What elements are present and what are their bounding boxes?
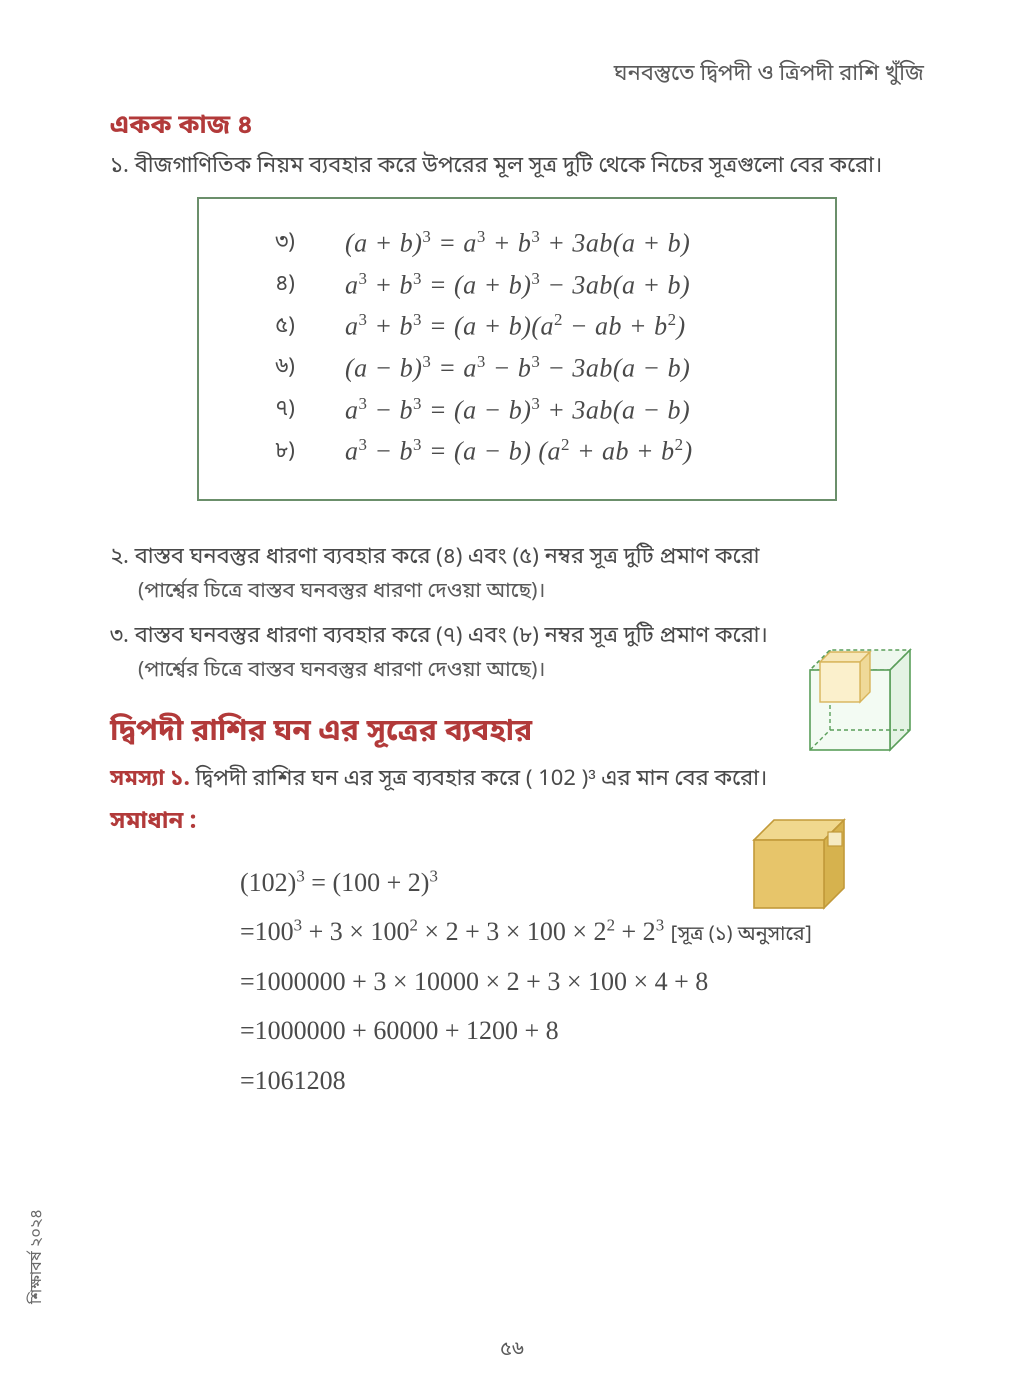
formula-label: ৫) [225, 312, 345, 341]
formula-expr: (a − b)3 = a3 − b3 − 3ab(a − b) [345, 352, 809, 384]
work-line-3: =1000000 + 3 × 10000 × 2 + 3 × 100 × 4 +… [240, 957, 924, 1006]
formula-label: ৩) [225, 228, 345, 257]
formula-label: ৭) [225, 395, 345, 424]
work-line-2a: =1003 + 3 × 1002 × 2 + 3 × 100 × 22 + 23 [240, 917, 671, 946]
formula-label: ৮) [225, 437, 345, 466]
problem-text: দ্বিপদী রাশির ঘন এর সূত্র ব্যবহার করে ( … [196, 765, 768, 794]
formula-row: ৭) a3 − b3 = (a − b)3 + 3ab(a − b) [225, 394, 809, 426]
formula-box: ৩) (a + b)3 = a3 + b3 + 3ab(a + b) ৪) a3… [197, 197, 837, 501]
page-number: ৫৬ [0, 1338, 1024, 1364]
formula-expr: a3 + b3 = (a + b)3 − 3ab(a + b) [345, 269, 809, 301]
formula-label: ৪) [225, 270, 345, 299]
work-line-5: =1061208 [240, 1056, 924, 1105]
formula-expr: a3 − b3 = (a − b) (a2 + ab + b2) [345, 435, 809, 467]
formula-row: ৮) a3 − b3 = (a − b) (a2 + ab + b2) [225, 435, 809, 467]
question-2: ২. বাস্তব ঘনবস্তুর ধারণা ব্যবহার করে (৪)… [110, 541, 924, 574]
formula-row: ৫) a3 + b3 = (a + b)(a2 − ab + b2) [225, 310, 809, 342]
cube-diagram-2 [744, 810, 864, 927]
intro-line: ১. বীজগাণিতিক নিয়ম ব্যবহার করে উপরের মূ… [110, 150, 924, 183]
work-line-4: =1000000 + 60000 + 1200 + 8 [240, 1006, 924, 1055]
formula-label: ৬) [225, 353, 345, 382]
running-title: ঘনবস্তুতে দ্বিপদী ও ত্রিপদী রাশি খুঁজি [110, 60, 924, 89]
spine-text: শিক্ষাবর্ষ ২০২৪ [26, 1209, 48, 1304]
problem-tag: সমস্যা ১. [110, 765, 190, 794]
work-line-2-note: [সূত্র (১) অনুসারে] [671, 923, 812, 949]
formula-expr: (a + b)3 = a3 + b3 + 3ab(a + b) [345, 227, 809, 259]
formula-row: ৬) (a − b)3 = a3 − b3 − 3ab(a − b) [225, 352, 809, 384]
formula-row: ৪) a3 + b3 = (a + b)3 − 3ab(a + b) [225, 269, 809, 301]
page: ঘনবস্তুতে দ্বিপদী ও ত্রিপদী রাশি খুঁজি এ… [0, 0, 1024, 1394]
formula-row: ৩) (a + b)3 = a3 + b3 + 3ab(a + b) [225, 227, 809, 259]
unit-title: একক কাজ ৪ [110, 109, 924, 144]
question-2-note: (পার্শ্বের চিত্রে বাস্তব ঘনবস্তুর ধারণা … [138, 578, 924, 606]
formula-expr: a3 + b3 = (a + b)(a2 − ab + b2) [345, 310, 809, 342]
cube-diagram-1 [790, 640, 930, 780]
formula-expr: a3 − b3 = (a − b)3 + 3ab(a − b) [345, 394, 809, 426]
